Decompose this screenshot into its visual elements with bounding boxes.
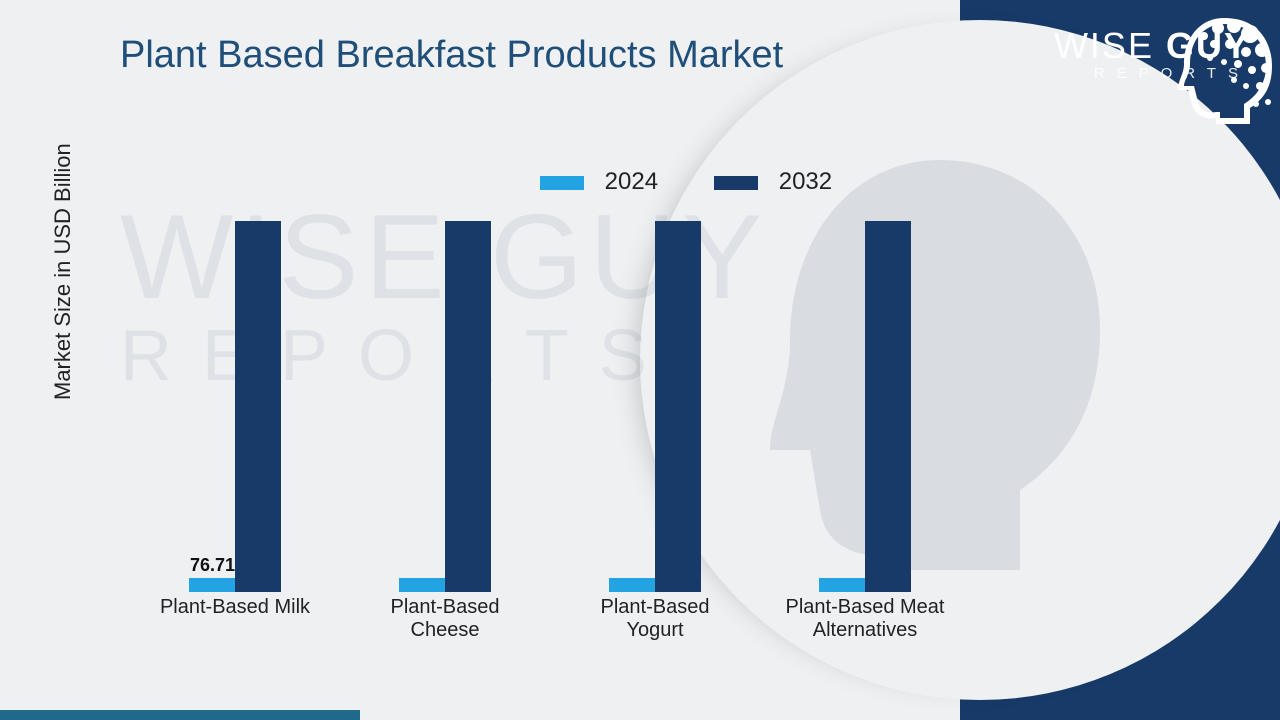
- bar-2032-0: [235, 221, 281, 592]
- x-label-1: Plant-Based Cheese: [360, 596, 530, 642]
- brand-logo: WISE GUY REPORTS: [1054, 28, 1250, 81]
- bar-2024-3: [819, 578, 865, 592]
- brand-word-1: WISE: [1054, 25, 1154, 66]
- bar-2032-1: [445, 221, 491, 592]
- value-label-0: 76.71: [190, 555, 235, 576]
- bar-2032-3: [865, 221, 911, 592]
- x-label-2: Plant-Based Yogurt: [570, 596, 740, 642]
- plot-area: 76.71: [130, 212, 960, 592]
- bar-2032-2: [655, 221, 701, 592]
- legend-label-2024: 2024: [605, 168, 658, 195]
- legend-swatch-2024: [540, 176, 584, 190]
- x-label-0: Plant-Based Milk: [150, 596, 320, 619]
- canvas: WISE GUY REPORTS WISE GUY REPORTS Plant …: [0, 0, 1280, 720]
- bar-2024-0: [189, 578, 235, 592]
- bar-2024-2: [609, 578, 655, 592]
- x-label-3: Plant-Based Meat Alternatives: [780, 596, 950, 642]
- brand-word-2: GUY: [1166, 25, 1250, 66]
- legend-item-2032: 2032: [714, 168, 832, 196]
- y-axis-label: Market Size in USD Billion: [50, 143, 76, 400]
- bottom-stripe: [0, 710, 360, 720]
- brand-subline: REPORTS: [1054, 66, 1250, 81]
- legend: 2024 2032: [540, 168, 832, 196]
- legend-label-2032: 2032: [779, 168, 832, 195]
- bar-2024-1: [399, 578, 445, 592]
- chart-title: Plant Based Breakfast Products Market: [120, 34, 820, 78]
- legend-swatch-2032: [714, 176, 758, 190]
- legend-item-2024: 2024: [540, 168, 658, 196]
